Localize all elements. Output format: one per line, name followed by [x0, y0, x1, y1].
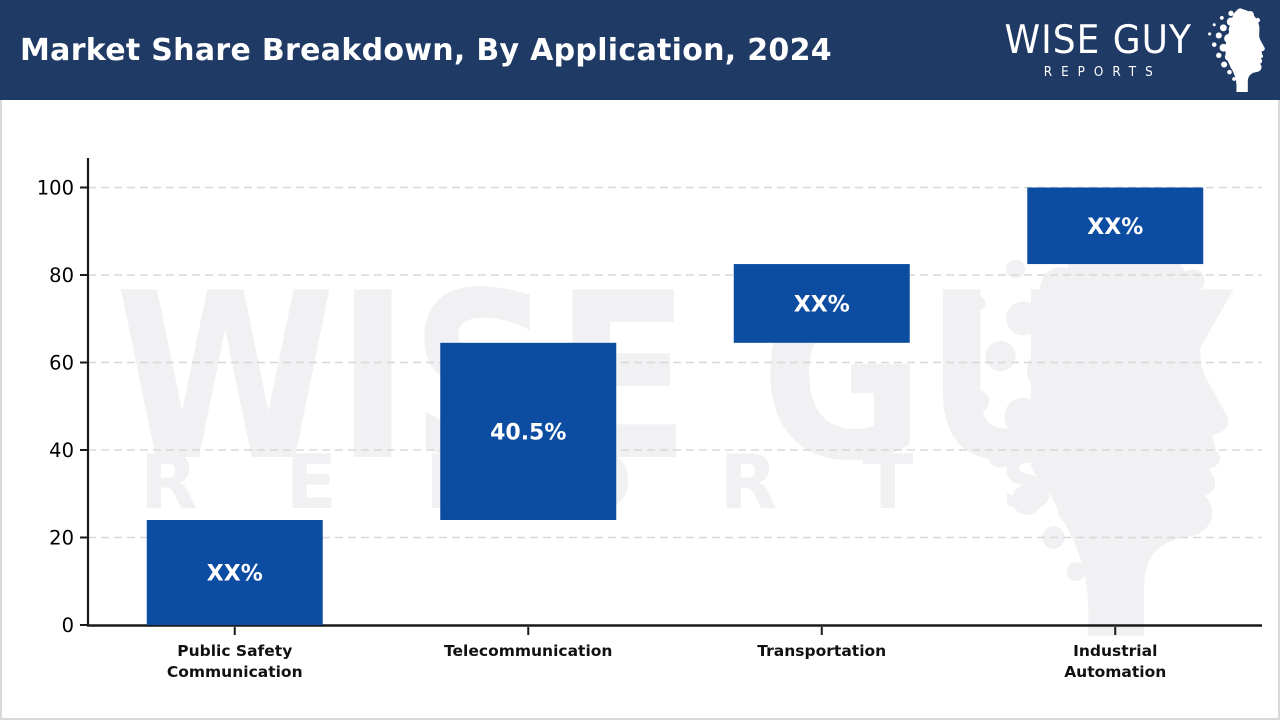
category-label-industrial-automation: Industrial Automation	[1064, 642, 1166, 681]
y-tick-label-40: 40	[49, 439, 74, 462]
page-title: Market Share Breakdown, By Application, …	[20, 32, 832, 68]
bar-industrial-automation	[1027, 187, 1204, 265]
wise-guy-reports-logo: WISE GUY REPORTS	[1005, 8, 1271, 92]
header-bar: Market Share Breakdown, By Application, …	[0, 0, 1280, 100]
bar-transportation	[733, 264, 910, 343]
bar-telecommunication	[440, 342, 617, 520]
bar-value-label-transportation: XX%	[794, 292, 850, 317]
bar-value-label-public-safety-communication: XX%	[207, 562, 263, 587]
category-label-telecommunication: Telecommunication	[444, 642, 612, 660]
bar-value-label-telecommunication: 40.5%	[490, 420, 566, 445]
y-tick-label-20: 20	[49, 527, 74, 550]
bar-public-safety-communication	[146, 520, 323, 625]
y-tick-label-0: 0	[62, 614, 74, 637]
wise-guy-head-icon	[1208, 8, 1265, 92]
y-tick-label-80: 80	[49, 264, 74, 287]
logo-wordmark: WISE GUY REPORTS	[1004, 18, 1193, 79]
category-label-public-safety-communication: Public Safety Communication	[167, 642, 303, 681]
logo-wordmark-line2: REPORTS	[1043, 63, 1162, 79]
y-tick-label-100: 100	[37, 177, 74, 200]
wise-guy-head-glyph	[1208, 8, 1265, 92]
logo-wordmark-line1: WISE GUY	[1004, 18, 1192, 63]
bar-value-label-industrial-automation: XX%	[1087, 215, 1143, 240]
category-label-transportation: Transportation	[757, 642, 886, 660]
y-tick-label-60: 60	[49, 352, 74, 375]
